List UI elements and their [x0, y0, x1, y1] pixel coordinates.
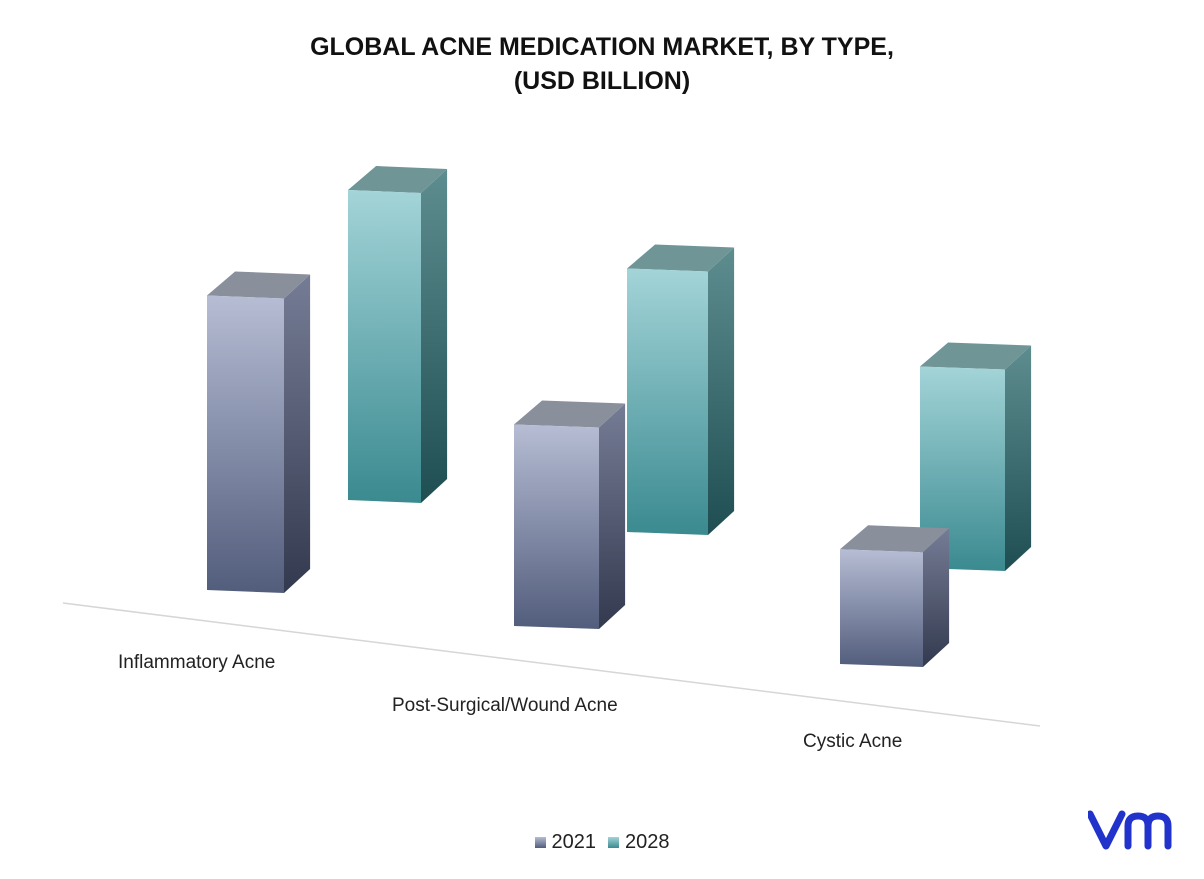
bar-inflammatory-acne-2021-side: [284, 274, 311, 593]
bar-cystic-acne-2021-front: [840, 549, 923, 667]
chart-title-line-2: (USD BILLION): [513, 67, 691, 95]
vmr-logo-icon: [1088, 810, 1172, 850]
bar-post-surgical-wound-acne-2028: [627, 244, 735, 535]
bar-post-surgical-wound-acne-2021: [514, 400, 626, 629]
legend-label-2021: 2021: [551, 831, 597, 853]
legend-item-2028: 2028: [608, 831, 670, 854]
category-label-cystic-acne: Cystic Acne: [803, 731, 902, 752]
bar-cystic-acne-2021: [840, 525, 950, 667]
bar-inflammatory-acne-2028: [348, 166, 448, 503]
bar-inflammatory-acne-2021: [207, 271, 311, 593]
bar-cystic-acne-2028-front: [920, 366, 1005, 571]
bar-post-surgical-wound-acne-2021-top: [514, 400, 626, 428]
bar-post-surgical-wound-acne-2028-side: [708, 247, 735, 535]
category-label-post-surgical-wound-acne: Post-Surgical/Wound Acne: [392, 695, 618, 716]
bar-inflammatory-acne-2028-side: [421, 169, 448, 503]
category-label-inflammatory-acne: Inflammatory Acne: [118, 652, 275, 673]
bar-post-surgical-wound-acne-2021-front: [514, 424, 599, 629]
floor-baseline: [62, 602, 1041, 727]
bar-inflammatory-acne-2028-top: [348, 166, 448, 193]
bar-post-surgical-wound-acne-2021-side: [599, 403, 626, 629]
legend-item-2021: 2021: [534, 831, 597, 854]
legend: 2021 2028: [0, 831, 1204, 854]
bar-inflammatory-acne-2028-front: [348, 190, 421, 503]
legend-label-2028: 2028: [625, 831, 670, 853]
chart-title: GLOBAL ACNE MEDICATION MARKET, BY TYPE, …: [0, 30, 1204, 98]
bar-post-surgical-wound-acne-2028-front: [627, 268, 708, 535]
bar-cystic-acne-2028: [920, 342, 1032, 571]
bars-layer: [207, 166, 1032, 667]
legend-swatch-2021: [534, 837, 546, 848]
legend-swatch-2028: [608, 837, 619, 848]
chart-plot: Inflammatory Acne Post-Surgical/Wound Ac…: [62, 166, 1041, 752]
bar-cystic-acne-2021-side: [923, 528, 950, 667]
chart-title-line-1: GLOBAL ACNE MEDICATION MARKET, BY TYPE,: [310, 33, 894, 61]
bar-post-surgical-wound-acne-2028-top: [627, 244, 735, 272]
bar-inflammatory-acne-2021-front: [207, 295, 284, 593]
bar-cystic-acne-2028-top: [920, 342, 1032, 370]
bar-cystic-acne-2021-top: [840, 525, 950, 553]
bar-cystic-acne-2028-side: [1005, 345, 1032, 571]
bar-inflammatory-acne-2021-top: [207, 271, 311, 299]
